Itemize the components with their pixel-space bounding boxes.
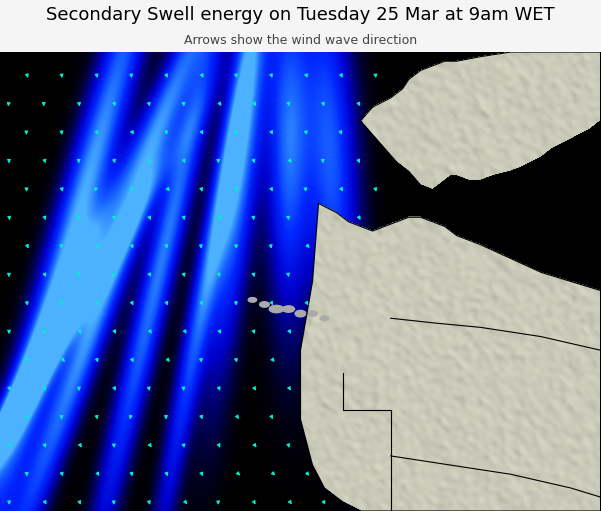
Ellipse shape: [295, 310, 306, 317]
Ellipse shape: [282, 306, 294, 312]
Ellipse shape: [248, 297, 257, 302]
Ellipse shape: [260, 301, 269, 307]
Ellipse shape: [308, 311, 317, 316]
Text: Secondary Swell energy on Tuesday 25 Mar at 9am WET: Secondary Swell energy on Tuesday 25 Mar…: [46, 6, 555, 24]
Ellipse shape: [320, 316, 329, 320]
Ellipse shape: [269, 306, 284, 313]
Text: Arrows show the wind wave direction: Arrows show the wind wave direction: [184, 34, 417, 47]
